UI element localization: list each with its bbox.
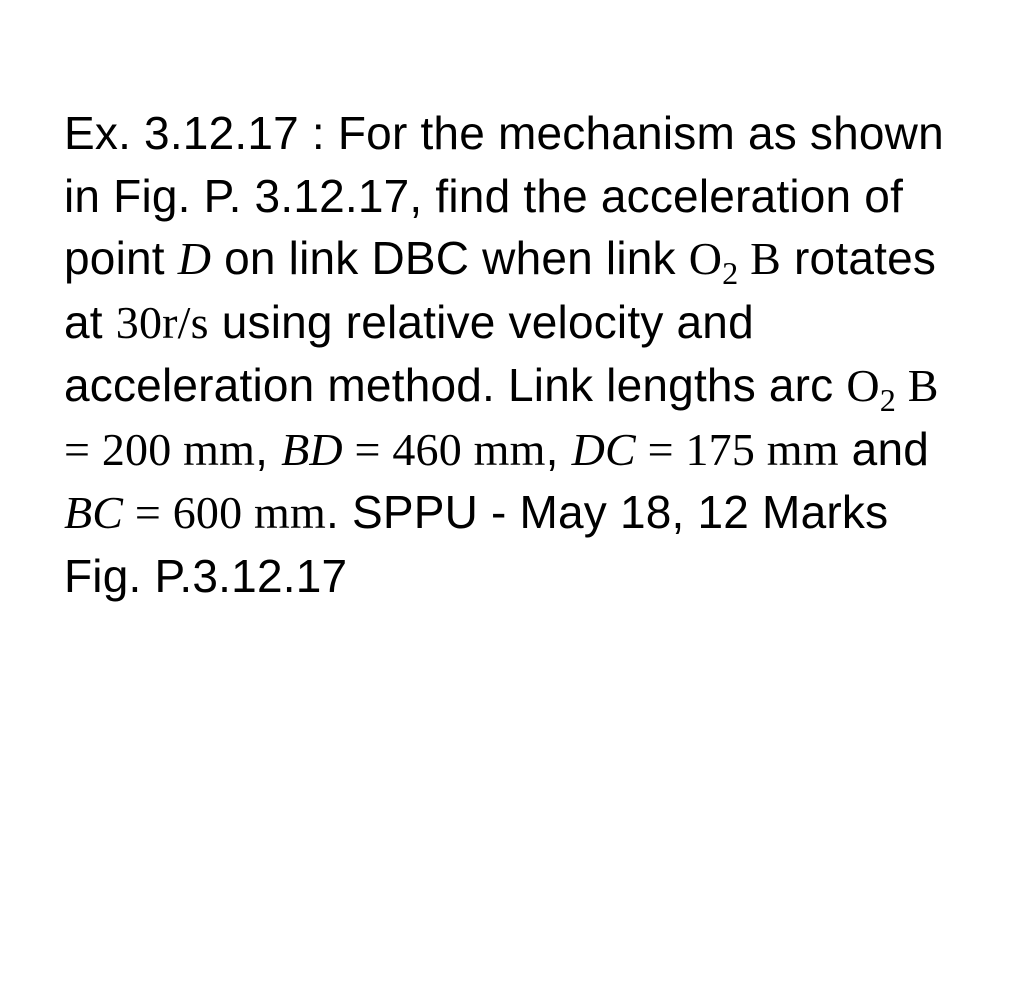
- comma2: ,: [546, 423, 572, 475]
- len-dc: 175 mm: [685, 424, 838, 475]
- comma1: ,: [255, 423, 281, 475]
- eq1: =: [64, 424, 102, 475]
- point-d: D: [178, 233, 211, 284]
- o2-sub: 2: [722, 255, 738, 291]
- o2-b: B: [738, 233, 781, 284]
- rate-value: 30r/s: [116, 297, 209, 348]
- dc-var: DC: [572, 424, 636, 475]
- len-bd: 460 mm: [392, 424, 545, 475]
- bd-var: BD: [281, 424, 343, 475]
- o2b-o: O: [846, 360, 879, 411]
- exercise-label: Ex. 3.12.17: [64, 107, 299, 159]
- o2b-sub: 2: [880, 382, 896, 418]
- eq2: =: [343, 424, 393, 475]
- len-bc: 600 mm: [173, 487, 326, 538]
- len-o2b: 200 mm: [102, 424, 255, 475]
- page: Ex. 3.12.17 : For the mechanism as shown…: [0, 0, 1024, 982]
- and-text: and: [839, 423, 929, 475]
- eq4: =: [123, 487, 173, 538]
- bc-var: BC: [64, 487, 123, 538]
- eq3: =: [636, 424, 686, 475]
- o2-o: O: [689, 233, 722, 284]
- o2b-b: B: [896, 360, 939, 411]
- intro-part-2: on link DBC when link: [211, 232, 689, 284]
- problem-text: Ex. 3.12.17 : For the mechanism as shown…: [64, 102, 968, 607]
